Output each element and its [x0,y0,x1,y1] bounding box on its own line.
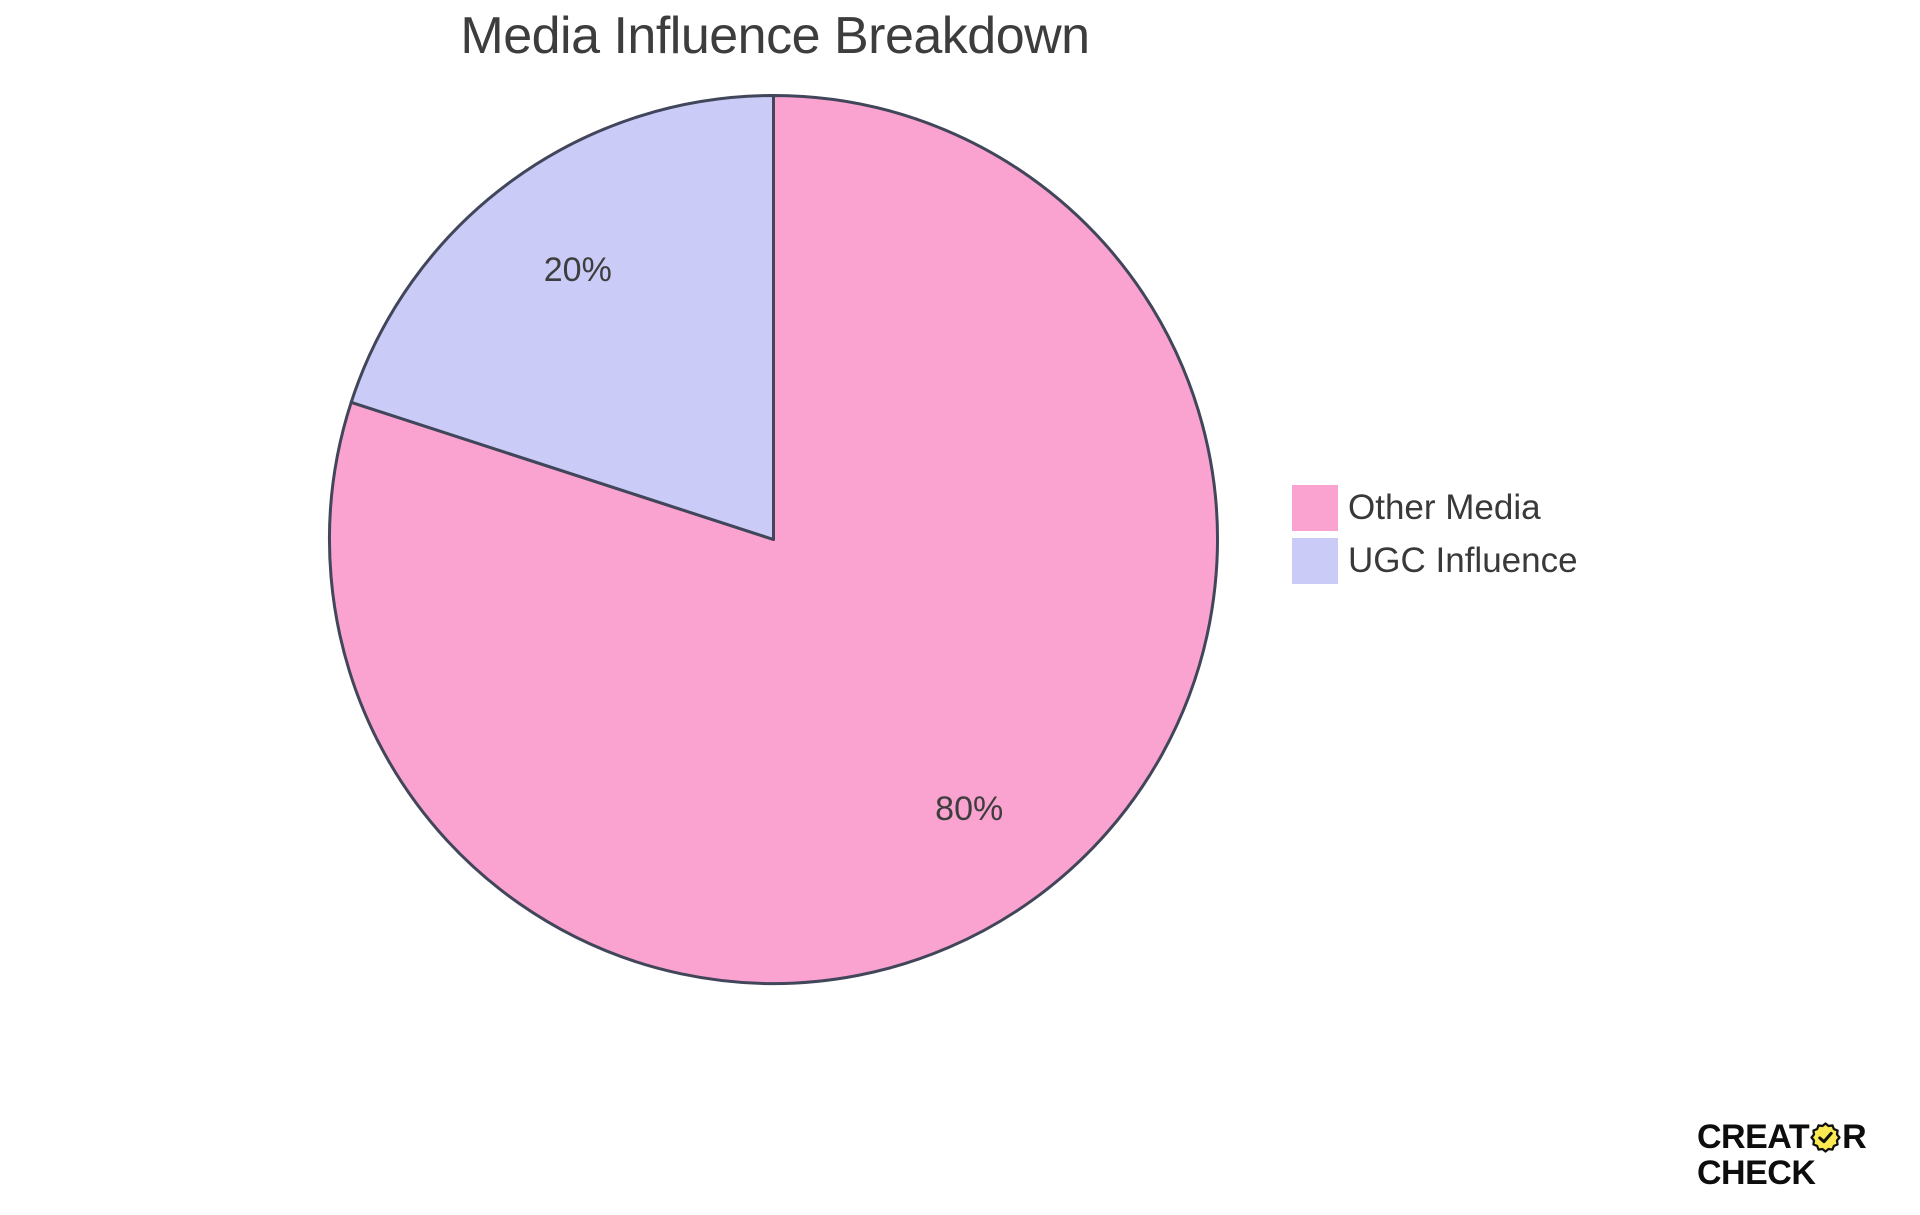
slice-label-ugc-influence: 20% [544,251,612,289]
legend-swatch-ugc-influence [1292,538,1338,584]
legend-item-ugc-influence: UGC Influence [1292,538,1578,584]
legend-item-other-media: Other Media [1292,485,1578,531]
watermark-line2: CHECK [1697,1154,1816,1192]
verified-check-badge-icon [1810,1121,1841,1153]
watermark-text-creat: CREAT [1697,1118,1810,1156]
watermark-line1: CREAT R [1697,1118,1867,1156]
legend: Other Media UGC Influence [1292,485,1578,584]
slice-label-other-media: 80% [935,790,1003,828]
pie-chart: 80% 20% [327,94,1219,985]
pie-slice-ugc-influence [349,94,775,541]
legend-label-other-media: Other Media [1348,488,1541,527]
legend-label-ugc-influence: UGC Influence [1348,541,1578,580]
watermark-text-r: R [1842,1118,1867,1156]
creatorcheck-watermark: CREAT R CHECK [1697,1118,1867,1192]
badge-seal-shape [1810,1121,1841,1153]
chart-title: Media Influence Breakdown [460,7,1090,65]
badge-check-mark [1818,1131,1833,1143]
legend-swatch-other-media [1292,485,1338,531]
